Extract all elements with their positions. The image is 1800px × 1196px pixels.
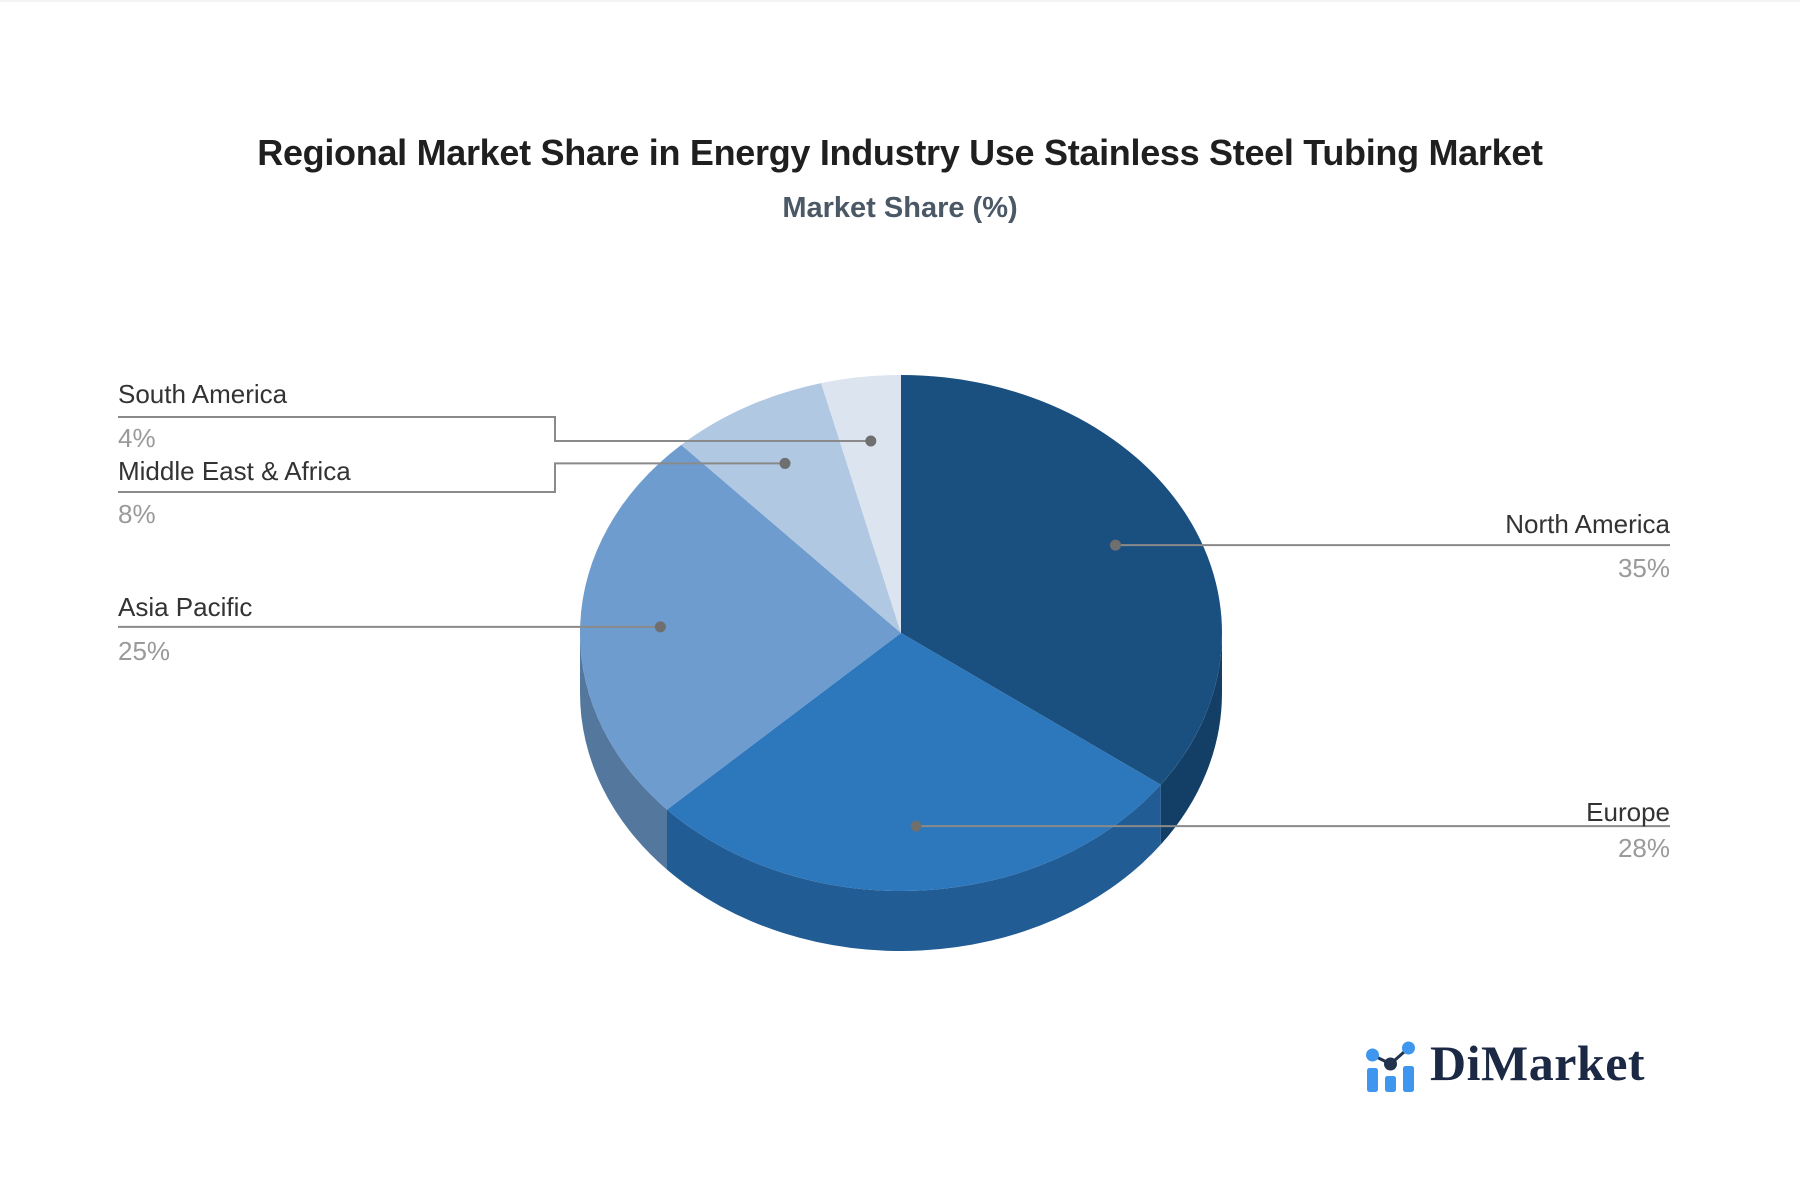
pie-slice — [681, 383, 901, 633]
page-top-strip — [0, 0, 1800, 2]
pie-slice-side — [667, 784, 1161, 951]
slice-label-middle-east-africa: Middle East & Africa — [118, 456, 351, 486]
callout-line — [118, 416, 871, 443]
callout-line — [118, 462, 786, 493]
slice-value-asia-pacific: 25% — [118, 636, 171, 666]
pie-slice-side — [580, 633, 668, 870]
callout-dot — [1110, 539, 1122, 551]
callout-dot — [910, 820, 922, 832]
bar-chart-logo-icon — [1366, 1041, 1415, 1092]
callout-dot — [865, 435, 877, 447]
pie-slice-side — [1160, 633, 1222, 845]
chart-title: Regional Market Share in Energy Industry… — [257, 132, 1543, 173]
pie-slice — [580, 444, 901, 810]
slice-value-middle-east-africa: 8% — [118, 499, 156, 529]
callout-dot — [779, 457, 791, 469]
slice-value-north-america: 35% — [1617, 553, 1670, 583]
brand-logo-text: DiMarket — [1430, 1035, 1646, 1091]
pie-slice — [821, 375, 901, 633]
pie-slice — [901, 375, 1222, 785]
slice-label-asia-pacific: Asia Pacific — [118, 592, 253, 622]
slice-label-north-america: North America — [1505, 509, 1670, 539]
chart-subtitle: Market Share (%) — [782, 192, 1018, 224]
slice-label-europe: Europe — [1586, 797, 1670, 827]
slice-value-south-america: 4% — [118, 423, 156, 453]
slice-value-europe: 28% — [1617, 833, 1670, 863]
slice-label-south-america: South America — [118, 379, 288, 409]
brand-logo: DiMarket — [1364, 1036, 1645, 1094]
callout-dot — [654, 621, 666, 633]
